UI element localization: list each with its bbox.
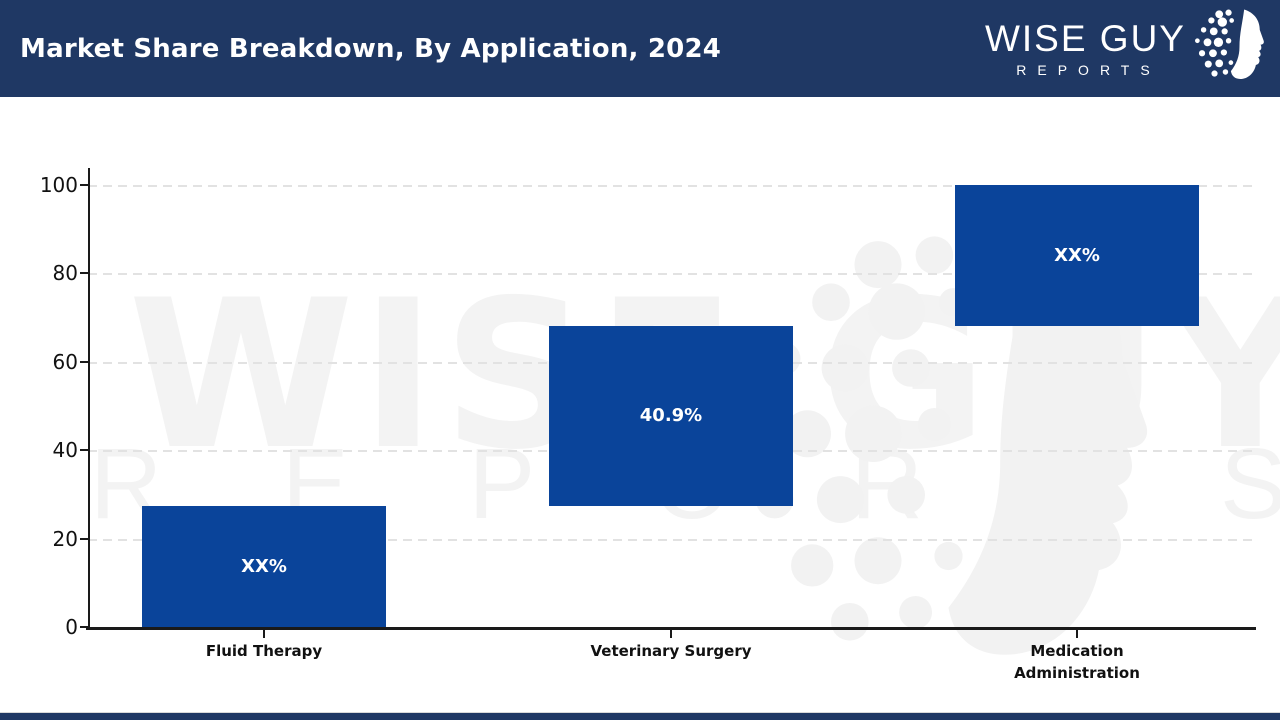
brand-subname: REPORTS (1016, 62, 1161, 78)
footer-hairline (0, 712, 1280, 713)
y-tick-mark (80, 449, 88, 452)
bar-medication-administration: XX% (955, 185, 1199, 326)
bar-fluid-therapy: XX% (142, 506, 386, 627)
y-axis-tick-label: 80 (52, 261, 78, 286)
y-tick-mark (80, 626, 88, 628)
x-tick-mark (670, 630, 672, 638)
y-tick-mark (80, 360, 88, 363)
y-axis-tick-label: 0 (65, 615, 78, 639)
x-axis-category-label: Fluid Therapy (205, 642, 323, 660)
brand-name: WISE GUY (984, 18, 1186, 59)
y-axis-tick-label: 20 (52, 526, 78, 551)
bar-value-label: 40.9% (639, 405, 703, 427)
gridline-y100 (88, 185, 1254, 187)
bar-value-label: XX% (241, 556, 287, 578)
x-axis-line (86, 627, 1256, 630)
footer-bar (0, 713, 1280, 720)
bar-value-label: XX% (1054, 244, 1100, 266)
x-tick-mark (263, 630, 265, 638)
y-tick-mark (80, 272, 88, 275)
bar-veterinary-surgery: 40.9% (549, 325, 793, 507)
header-bar: Market Share Breakdown, By Application, … (0, 0, 1280, 97)
y-axis-tick-label: 100 (39, 173, 78, 197)
y-axis-tick-label: 60 (52, 349, 78, 374)
brand-logo: WISE GUY REPORTS (985, 5, 1266, 93)
dotted-head-logo-icon (1188, 5, 1266, 93)
x-axis-category-label: Medication Administration (1014, 642, 1140, 682)
x-axis-category-label: Veterinary Surgery (590, 642, 752, 660)
page-title: Market Share Breakdown, By Application, … (20, 33, 722, 64)
y-tick-mark (80, 184, 88, 186)
gridline-y20 (88, 538, 1254, 541)
y-axis-tick-label: 40 (52, 438, 78, 463)
brand-logo-text: WISE GUY REPORTS (985, 20, 1186, 77)
chart-area: WISE GUY R E P O R T S 020406080100XX%Fl… (0, 97, 1280, 713)
y-axis-line (88, 168, 90, 629)
x-tick-mark (1076, 630, 1078, 638)
y-tick-mark (80, 537, 88, 540)
gridline-y80 (88, 273, 1254, 276)
